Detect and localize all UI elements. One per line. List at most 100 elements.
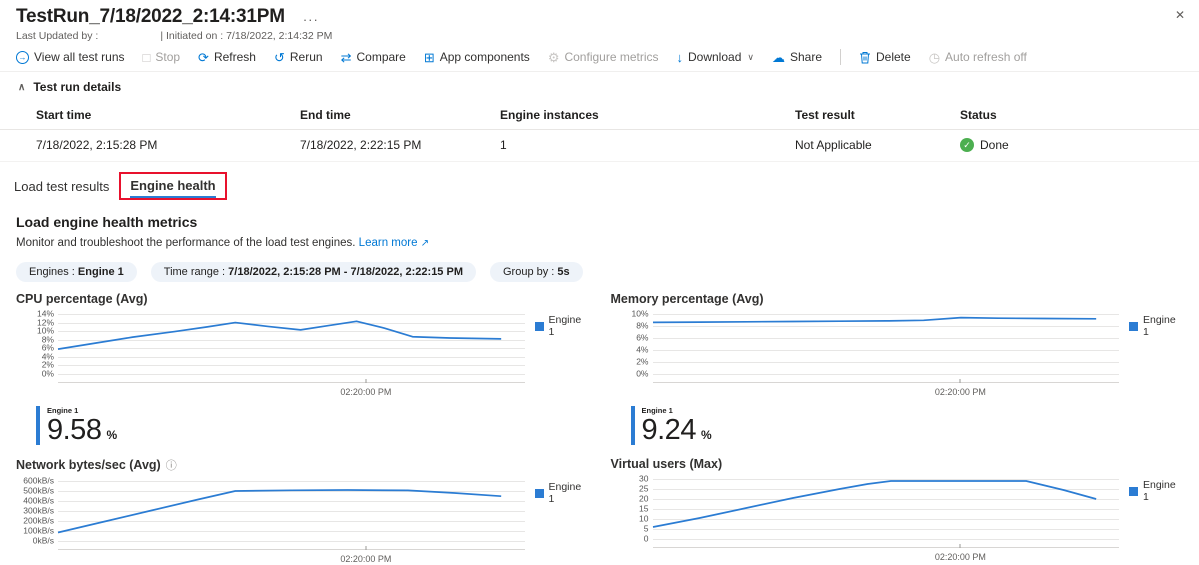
x-tick-mark [365, 379, 367, 383]
col-engine-instances: Engine instances [500, 108, 599, 122]
legend-swatch [1129, 486, 1138, 496]
time-range-filter-pill[interactable]: Time range : 7/18/2022, 2:15:28 PM - 7/1… [150, 262, 476, 282]
chart-legend[interactable]: Engine 1 [1119, 314, 1183, 338]
table-header-row: Start time End time Engine instances Tes… [0, 102, 1199, 130]
legend-swatch [534, 488, 544, 498]
line-chart: 30 25 20 15 10 5 0 02:20:00 PM [639, 474, 1119, 563]
start-time-value: 7/18/2022, 2:15:28 PM [36, 138, 158, 152]
test-run-details-label: Test run details [33, 80, 122, 94]
stop-button[interactable]: □ Stop [142, 49, 181, 65]
info-icon[interactable]: ⓘ [165, 460, 177, 473]
engines-filter-pill[interactable]: Engines : Engine 1 [16, 262, 137, 282]
chart-legend[interactable]: Engine 1 [525, 314, 589, 338]
clock-icon: ◷ [928, 49, 941, 65]
view-all-test-runs-button[interactable]: → View all test runs [16, 50, 125, 64]
learn-more-link[interactable]: Learn more [358, 237, 418, 249]
stat-color-bar [630, 406, 635, 446]
page-title: TestRun_7/18/2022_2:14:31PM [16, 6, 285, 27]
rerun-icon: ↺ [273, 49, 285, 65]
tab-load-test-results[interactable]: Load test results [14, 178, 110, 194]
app-components-icon: ⊞ [423, 49, 435, 65]
tab-bar: Load test results Engine health [0, 162, 1199, 202]
test-result-value: Not Applicable [795, 138, 872, 152]
red-annotation-box: Engine health [119, 172, 227, 200]
status-badge: ✓ Done [960, 138, 1199, 152]
compare-icon: ⇄ [340, 49, 352, 65]
header-subtitle: Last Updated by : | Initiated on : 7/18/… [0, 28, 1199, 42]
x-tick-mark [959, 379, 961, 383]
refresh-icon: ⟳ [198, 49, 209, 65]
close-icon[interactable]: ✕ [1174, 8, 1185, 22]
compare-button[interactable]: ⇄ Compare [340, 49, 406, 65]
col-test-result: Test result [795, 108, 855, 122]
status-text: Done [980, 138, 1009, 152]
col-start-time: Start time [36, 108, 92, 122]
col-status: Status [960, 108, 997, 122]
test-run-details-header: ∧ Test run details [0, 72, 1199, 98]
page-header: TestRun_7/18/2022_2:14:31PM ··· ✕ [0, 6, 1199, 28]
chart-title: Memory percentage (Avg) [610, 292, 764, 306]
chevron-down-icon: ∨ [747, 51, 754, 62]
configure-metrics-icon: ⚙ [547, 49, 560, 65]
chart-legend[interactable]: Engine 1 [525, 481, 589, 505]
stat-value: 9.24 [641, 414, 697, 446]
virtual-users-chart-card: Virtual users (Max) 30 25 20 15 10 5 0 02:20:0… [611, 457, 1184, 565]
tab-engine-health[interactable]: Engine health [130, 178, 216, 198]
stat-unit: % [106, 428, 118, 442]
x-axis-label: 02:20:00 PM [340, 387, 392, 397]
refresh-button[interactable]: ⟳ Refresh [198, 49, 256, 65]
more-options-icon[interactable]: ··· [302, 12, 319, 27]
external-link-icon: ↗ [420, 238, 430, 249]
filter-pills: Engines : Engine 1 Time range : 7/18/202… [0, 249, 1199, 282]
group-by-filter-pill[interactable]: Group by : 5s [490, 262, 583, 282]
rerun-button[interactable]: ↺ Rerun [273, 49, 323, 65]
engine-instances-value: 1 [500, 138, 507, 152]
end-time-value: 7/18/2022, 2:22:15 PM [300, 138, 422, 152]
charts-grid: CPU percentage (Avg) 14% 12% 10% 8% 6% 4% 2% 0%… [16, 292, 1183, 565]
chart-title: Network bytes/sec (Avg) [16, 458, 161, 473]
line-chart: 10% 8% 6% 4% 2% 0% 02:20:00 PM [631, 309, 1119, 398]
last-updated-label: Last Updated by : [16, 30, 99, 42]
stat-series-label: Engine 1 [641, 406, 673, 415]
chart-title: CPU percentage (Avg) [16, 292, 148, 306]
x-axis-label: 02:20:00 PM [934, 387, 986, 397]
auto-refresh-button[interactable]: ◷ Auto refresh off [928, 49, 1027, 65]
app-components-button[interactable]: ⊞ App components [423, 49, 530, 65]
cpu-chart-card: CPU percentage (Avg) 14% 12% 10% 8% 6% 4% 2% 0%… [16, 292, 589, 445]
chart-legend[interactable]: Engine 1 [1119, 479, 1183, 503]
stop-icon: □ [142, 49, 151, 65]
network-chart-card: Network bytes/sec (Avg) ⓘ 600kB/s 500kB/s… [16, 457, 589, 565]
view-all-test-runs-icon: → [16, 50, 29, 64]
stat-value: 9.58 [47, 414, 102, 446]
metrics-description: Monitor and troubleshoot the performance… [16, 237, 430, 249]
chart-title: Virtual users (Max) [610, 457, 723, 472]
metric-stat: Engine 1 9.24% [630, 406, 1184, 446]
command-bar: → View all test runs □ Stop ⟳ Refresh ↺ … [0, 42, 1199, 72]
memory-chart-card: Memory percentage (Avg) 10% 8% 6% 4% 2% 0% 02… [611, 292, 1184, 445]
legend-swatch [534, 321, 544, 331]
configure-metrics-button[interactable]: ⚙ Configure metrics [547, 49, 659, 65]
test-run-details-table: Start time End time Engine instances Tes… [0, 102, 1199, 162]
checkmark-icon: ✓ [960, 138, 974, 152]
line-chart: 14% 12% 10% 8% 6% 4% 2% 0% 02:20:00 PM [37, 309, 525, 398]
stat-series-label: Engine 1 [47, 406, 79, 415]
download-icon: ↓ [676, 49, 684, 65]
x-axis-label: 02:20:00 PM [934, 552, 986, 563]
line-chart: 600kB/s 500kB/s 400kB/s 300kB/s 200kB/s 100kB… [23, 476, 525, 565]
delete-button[interactable]: Delete [859, 50, 911, 64]
x-axis-label: 02:20:00 PM [340, 554, 392, 565]
chevron-up-icon[interactable]: ∧ [18, 81, 26, 93]
toolbar-divider [840, 49, 841, 65]
legend-swatch [1129, 321, 1138, 331]
initiated-on-label: | Initiated on : 7/18/2022, 2:14:32 PM [160, 30, 333, 42]
metrics-heading: Load engine health metrics [16, 214, 198, 230]
share-button[interactable]: ☁ Share [771, 49, 822, 65]
table-row: 7/18/2022, 2:15:28 PM 7/18/2022, 2:22:15… [0, 130, 1199, 162]
stat-unit: % [700, 428, 712, 442]
download-button[interactable]: ↓ Download ∨ [676, 49, 754, 65]
stat-color-bar [36, 406, 40, 446]
x-tick-mark [365, 546, 367, 551]
x-tick-mark [959, 544, 961, 549]
share-icon: ☁ [771, 49, 785, 65]
